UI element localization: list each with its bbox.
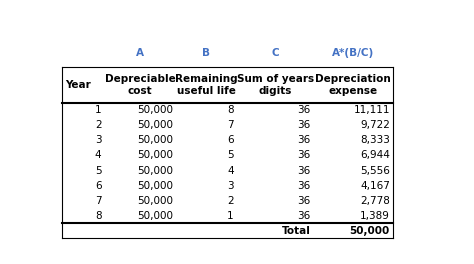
Text: 4: 4 bbox=[227, 166, 234, 176]
Text: 50,000: 50,000 bbox=[137, 181, 173, 191]
Text: 50,000: 50,000 bbox=[350, 226, 390, 236]
Text: 50,000: 50,000 bbox=[137, 211, 173, 221]
Text: Remaining
useful life: Remaining useful life bbox=[175, 74, 237, 96]
Text: 50,000: 50,000 bbox=[137, 105, 173, 115]
Text: 1: 1 bbox=[227, 211, 234, 221]
Text: 5: 5 bbox=[95, 166, 101, 176]
Text: 3: 3 bbox=[227, 181, 234, 191]
Text: 36: 36 bbox=[298, 196, 311, 206]
Text: 50,000: 50,000 bbox=[137, 196, 173, 206]
Text: 5,556: 5,556 bbox=[360, 166, 390, 176]
Text: Depreciable
cost: Depreciable cost bbox=[105, 74, 176, 96]
Text: A*(B/C): A*(B/C) bbox=[332, 48, 374, 58]
Text: 8: 8 bbox=[227, 105, 234, 115]
Text: Year: Year bbox=[65, 80, 91, 90]
Text: Sum of years
digits: Sum of years digits bbox=[237, 74, 314, 96]
Text: 36: 36 bbox=[298, 181, 311, 191]
Text: 1,389: 1,389 bbox=[360, 211, 390, 221]
Text: 6,944: 6,944 bbox=[360, 150, 390, 161]
Text: 50,000: 50,000 bbox=[137, 166, 173, 176]
Text: 8,333: 8,333 bbox=[360, 135, 390, 145]
Text: 7: 7 bbox=[227, 120, 234, 130]
Text: 2,778: 2,778 bbox=[360, 196, 390, 206]
Text: 11,111: 11,111 bbox=[353, 105, 390, 115]
Text: C: C bbox=[272, 48, 279, 58]
Text: 3: 3 bbox=[95, 135, 101, 145]
Text: 8: 8 bbox=[95, 211, 101, 221]
Text: 4: 4 bbox=[95, 150, 101, 161]
Text: 6: 6 bbox=[227, 135, 234, 145]
Text: 1: 1 bbox=[95, 105, 101, 115]
Text: 7: 7 bbox=[95, 196, 101, 206]
Text: 50,000: 50,000 bbox=[137, 135, 173, 145]
Text: 36: 36 bbox=[298, 166, 311, 176]
Text: 9,722: 9,722 bbox=[360, 120, 390, 130]
Text: 36: 36 bbox=[298, 120, 311, 130]
Text: B: B bbox=[202, 48, 210, 58]
Text: Depreciation
expense: Depreciation expense bbox=[315, 74, 391, 96]
Text: 36: 36 bbox=[298, 211, 311, 221]
Text: 2: 2 bbox=[227, 196, 234, 206]
Text: 4,167: 4,167 bbox=[360, 181, 390, 191]
Text: A: A bbox=[136, 48, 144, 58]
Text: 6: 6 bbox=[95, 181, 101, 191]
Text: 2: 2 bbox=[95, 120, 101, 130]
Text: 36: 36 bbox=[298, 105, 311, 115]
Text: 36: 36 bbox=[298, 150, 311, 161]
Text: Total: Total bbox=[282, 226, 311, 236]
Text: 50,000: 50,000 bbox=[137, 120, 173, 130]
Text: 50,000: 50,000 bbox=[137, 150, 173, 161]
Text: 36: 36 bbox=[298, 135, 311, 145]
Text: 5: 5 bbox=[227, 150, 234, 161]
